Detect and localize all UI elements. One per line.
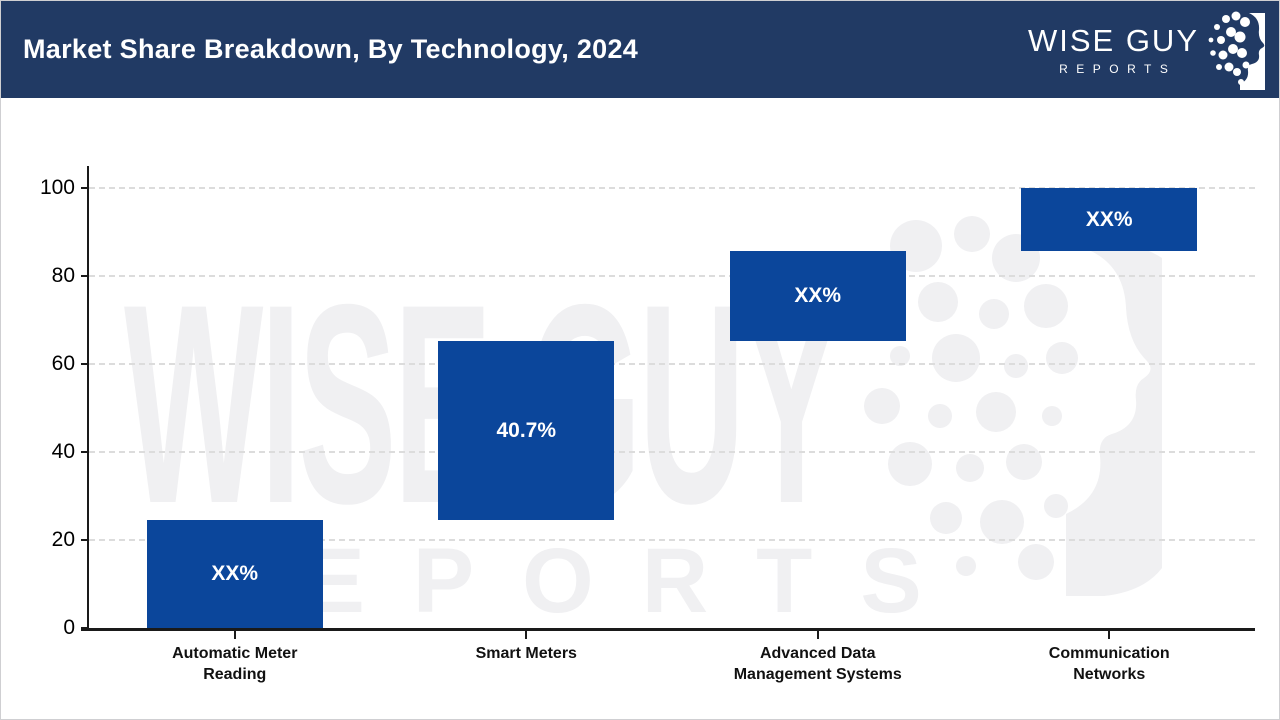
gridline [89, 539, 1255, 541]
y-axis-tick [81, 275, 89, 277]
bar-value-label: XX% [794, 284, 842, 308]
x-category-label: Smart Meters [475, 645, 577, 662]
x-axis-tick [233, 631, 236, 639]
y-axis-tick-label: 60 [51, 352, 75, 375]
x-axis-tick [816, 631, 819, 639]
y-axis-tick [81, 363, 89, 365]
y-axis-tick-label: 80 [51, 264, 75, 287]
logo-wordmark: WISE GUY [1027, 23, 1199, 58]
y-axis-line [87, 166, 89, 631]
y-axis-tick-label: 100 [39, 176, 75, 199]
logo-text: WISE GUY REPORTS [1028, 23, 1199, 76]
y-axis-tick-label: 20 [51, 528, 75, 551]
y-axis-tick-label: 0 [63, 616, 75, 639]
x-axis-tick [525, 631, 528, 639]
gridline [89, 363, 1255, 365]
x-axis-line [81, 628, 1255, 631]
logo-head-icon [1208, 11, 1265, 90]
y-axis-tick [81, 539, 89, 541]
gridline [89, 187, 1255, 189]
bar: XX% [1021, 188, 1198, 252]
y-axis-tick [81, 451, 89, 453]
bar: XX% [146, 520, 323, 628]
x-axis-tick [1108, 631, 1111, 639]
page-title: Market Share Breakdown, By Technology, 2… [23, 34, 639, 64]
y-axis-tick-label: 40 [51, 440, 75, 463]
x-category-label: Advanced Data Management Systems [733, 645, 902, 683]
bar-value-label: XX% [211, 562, 259, 586]
x-category-label: Communication Networks [1048, 645, 1170, 683]
wise-guy-reports-logo: WISE GUY REPORTS [1028, 10, 1279, 90]
bar-value-label: 40.7% [496, 418, 557, 442]
bar-value-label: XX% [1085, 207, 1133, 231]
x-category-label: Automatic Meter Reading [172, 645, 298, 683]
gridline [89, 451, 1255, 453]
bar: 40.7% [438, 341, 615, 521]
header-bar: Market Share Breakdown, By Technology, 2… [1, 1, 1279, 98]
gridline [89, 275, 1255, 277]
y-axis-tick [81, 187, 89, 189]
waterfall-chart: 0 20 40 60 80 100 XX% Automatic Meter Reading 40… [1, 98, 1279, 719]
bar: XX% [729, 251, 906, 342]
logo-subtitle: REPORTS [1059, 62, 1177, 76]
